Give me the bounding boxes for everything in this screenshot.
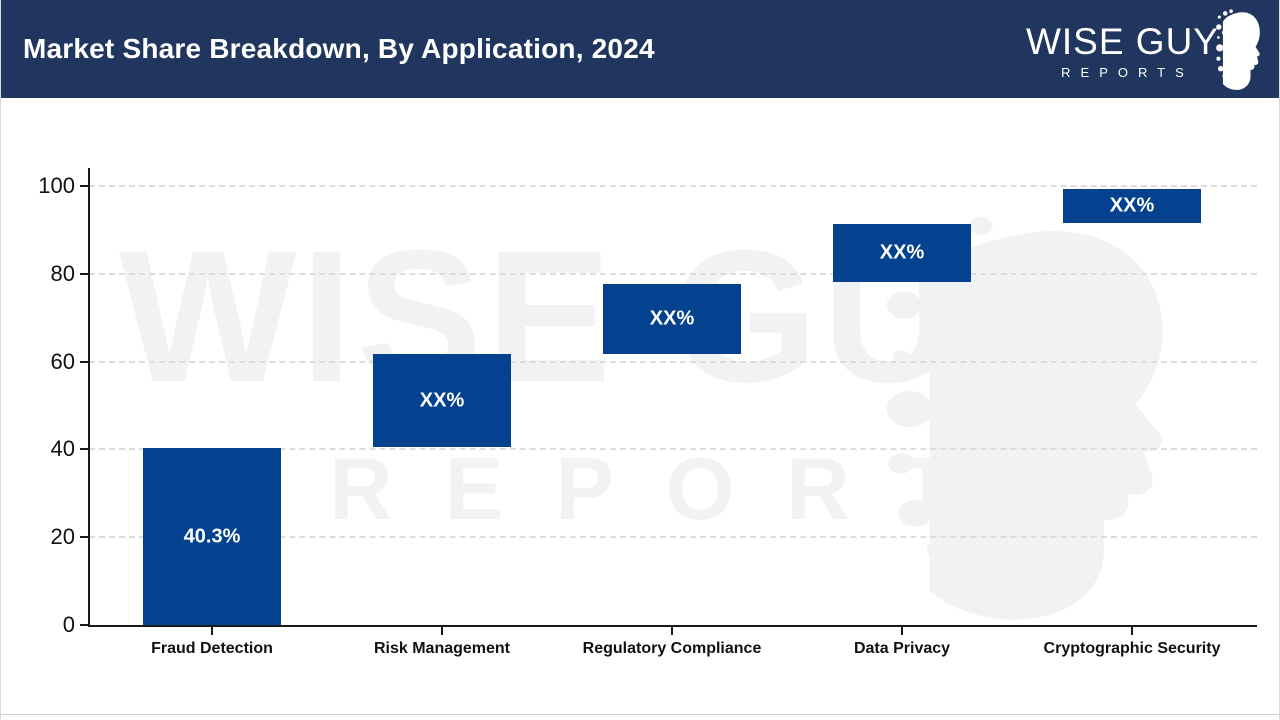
y-axis-tick-mark [80,185,89,187]
category-label: Cryptographic Security [1043,640,1221,657]
wise-guy-reports-logo: WISE GUY REPORTS [1026,8,1265,94]
y-axis-tick-mark [80,361,89,363]
logo-face-icon [1213,8,1265,94]
header-bar: Market Share Breakdown, By Application, … [1,0,1279,98]
logo-subtitle: REPORTS [1061,64,1194,80]
x-axis-tick-mark [1131,627,1133,635]
y-axis-tick-label: 0 [62,612,75,637]
y-axis-tick-mark [80,273,89,275]
bar-segment [1063,189,1201,223]
gridline [89,273,1257,275]
page-title: Market Share Breakdown, By Application, … [23,33,655,64]
bar-value-label: 40.3% [183,525,241,548]
bar-value-label: XX% [419,389,465,412]
category-label: Regulatory Compliance [582,640,762,657]
y-axis-tick-label: 100 [38,173,75,198]
y-axis-tick-mark [80,624,89,626]
bar-value-label: XX% [879,241,925,264]
bar-segment [143,448,281,625]
category-label: Fraud Detection [151,640,273,657]
gridline [89,361,1257,363]
category-label: Data Privacy [853,640,951,657]
category-label: Risk Management [373,640,511,657]
x-axis-tick-mark [671,627,673,635]
bar-segment [603,284,741,354]
x-axis-line [88,625,1257,627]
y-axis-tick-label: 20 [50,524,75,549]
y-axis-tick-label: 40 [50,436,75,461]
y-axis-line [88,168,90,627]
gridline [89,536,1257,538]
x-axis-tick-mark [441,627,443,635]
y-axis-tick-mark [80,448,89,450]
x-axis-tick-mark [211,627,213,635]
y-axis-tick-label: 80 [50,261,75,286]
bar-value-label: XX% [649,307,695,330]
gridline [89,185,1257,187]
chart-area: WISE GUY REPORTS 0 20 40 60 80 100 40.3% Fraud … [1,98,1279,715]
gridline [89,448,1257,450]
logo-wordmark: WISE GUY [1025,20,1219,62]
bar-segment [373,354,511,447]
bar-value-label: XX% [1109,194,1155,217]
x-axis-tick-mark [901,627,903,635]
y-axis-tick-label: 60 [50,349,75,374]
bar-segment [833,224,971,282]
logo-text: WISE GUY REPORTS [1026,23,1219,80]
y-axis-tick-mark [80,536,89,538]
